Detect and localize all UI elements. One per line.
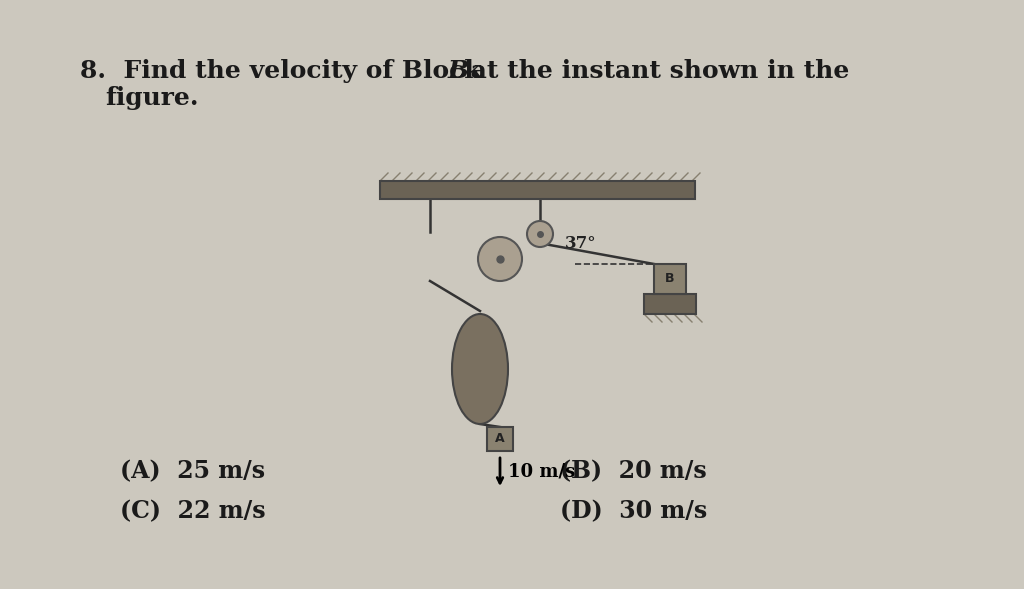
Bar [380,181,695,199]
Circle shape [527,221,553,247]
Text: (D)  30 m/s: (D) 30 m/s [560,499,708,523]
Ellipse shape [452,314,508,424]
Text: 8.  Find the velocity of Block: 8. Find the velocity of Block [80,59,490,83]
Bar [654,264,686,294]
Text: B: B [449,59,469,83]
Text: (B)  20 m/s: (B) 20 m/s [560,459,707,483]
Text: B: B [666,273,675,286]
Bar [644,294,696,314]
Text: 37°: 37° [565,235,597,252]
Text: (C)  22 m/s: (C) 22 m/s [120,499,265,523]
Text: at the instant shown in the: at the instant shown in the [462,59,849,83]
Circle shape [478,237,522,281]
Text: 10 m/s: 10 m/s [508,463,575,481]
Bar [487,427,513,451]
Text: A: A [496,432,505,445]
Text: (A)  25 m/s: (A) 25 m/s [120,459,265,483]
Text: figure.: figure. [105,86,199,110]
